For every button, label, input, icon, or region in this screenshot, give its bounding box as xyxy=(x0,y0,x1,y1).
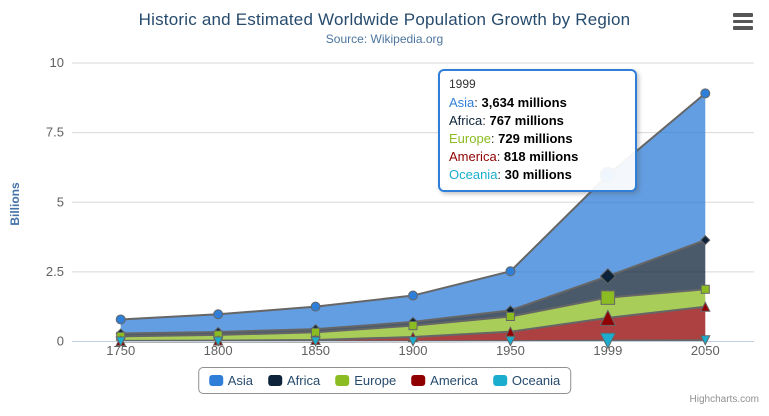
x-axis-label: 1850 xyxy=(301,343,330,358)
marker-europe-2050[interactable] xyxy=(700,284,710,294)
legend-label: Asia xyxy=(227,373,254,388)
legend-item-oceania[interactable]: Oceania xyxy=(492,373,561,388)
series-area-asia[interactable] xyxy=(120,93,706,334)
marker-oceania-1800[interactable] xyxy=(212,336,224,348)
marker-oceania-1999[interactable] xyxy=(599,332,617,350)
marker-oceania-1850[interactable] xyxy=(310,336,321,348)
x-axis-label: 1800 xyxy=(204,343,233,358)
marker-oceania-2050[interactable] xyxy=(699,335,711,346)
marker-america-1999[interactable] xyxy=(599,309,617,326)
marker-africa-2050[interactable] xyxy=(700,234,711,246)
export-menu-button[interactable] xyxy=(733,13,753,31)
series-area-africa[interactable] xyxy=(120,240,706,337)
marker-africa-1999[interactable] xyxy=(599,268,617,285)
marker-america-2050[interactable] xyxy=(699,301,711,312)
legend-swatch-america xyxy=(411,375,426,386)
legend-item-asia[interactable]: Asia xyxy=(208,373,254,388)
y-axis-label: 2.5 xyxy=(46,264,64,279)
x-axis-label: 1999 xyxy=(593,343,622,358)
tooltip-row-africa: Africa: 767 millions xyxy=(449,113,564,128)
x-axis-label: 1950 xyxy=(496,343,525,358)
marker-europe-1950[interactable] xyxy=(505,311,515,322)
chart-subtitle: Source: Wikipedia.org xyxy=(325,32,444,46)
marker-oceania-1750[interactable] xyxy=(115,336,127,348)
y-axis-label: 10 xyxy=(50,55,64,70)
hamburger-icon xyxy=(733,13,753,17)
marker-europe-1900[interactable] xyxy=(408,321,418,331)
y-axis-label: 7.5 xyxy=(46,125,64,140)
y-axis-label: 5 xyxy=(57,194,64,209)
legend-item-africa[interactable]: Africa xyxy=(268,373,320,388)
legend-item-europe[interactable]: Europe xyxy=(335,373,396,388)
hamburger-icon xyxy=(733,26,753,30)
marker-oceania-1900[interactable] xyxy=(407,336,419,347)
marker-asia-1750[interactable] xyxy=(115,314,126,325)
tooltip-row-europe: Europe: 729 millions xyxy=(449,131,573,146)
marker-oceania-1950[interactable] xyxy=(505,336,516,347)
tooltip-row-america: America: 818 millions xyxy=(449,149,579,164)
x-axis-label: 2050 xyxy=(691,343,720,358)
tooltip-row-asia: Asia: 3,634 millions xyxy=(449,95,567,110)
tooltip-header: 1999 xyxy=(449,77,476,91)
legend-label: Oceania xyxy=(511,373,561,388)
marker-asia-2050[interactable] xyxy=(700,88,711,99)
legend-swatch-asia xyxy=(208,375,223,386)
tooltip-row-oceania: Oceania: 30 millions xyxy=(449,167,572,182)
y-axis-title-text: Billions xyxy=(8,182,22,226)
series-area-america[interactable] xyxy=(120,306,706,342)
marker-asia-1850[interactable] xyxy=(310,301,321,312)
x-axis-label: 1900 xyxy=(399,343,428,358)
tooltip-rows: Asia: 3,634 millions Africa: 767 millions… xyxy=(449,94,626,184)
legend-label: America xyxy=(430,373,478,388)
legend-swatch-oceania xyxy=(492,375,507,386)
hamburger-icon xyxy=(733,19,753,23)
tooltip: 1999 Asia: 3,634 millions Africa: 767 mil… xyxy=(438,69,637,192)
legend-label: Africa xyxy=(287,373,321,388)
legend-label: Europe xyxy=(354,373,397,388)
legend-swatch-africa xyxy=(268,375,283,386)
chart-title: Historic and Estimated Worldwide Populat… xyxy=(138,10,631,29)
marker-europe-1999[interactable] xyxy=(600,290,616,305)
marker-asia-1950[interactable] xyxy=(505,266,516,277)
marker-asia-1900[interactable] xyxy=(408,290,418,301)
legend: Asia Africa Europe America Oceania xyxy=(197,367,572,394)
legend-item-america[interactable]: America xyxy=(411,373,478,388)
x-axis-label: 1750 xyxy=(106,343,135,358)
credits-link[interactable]: Highcharts.com xyxy=(689,394,759,405)
marker-asia-1800[interactable] xyxy=(213,309,224,320)
legend-swatch-europe xyxy=(335,375,350,386)
y-axis-label: 0 xyxy=(57,334,64,349)
